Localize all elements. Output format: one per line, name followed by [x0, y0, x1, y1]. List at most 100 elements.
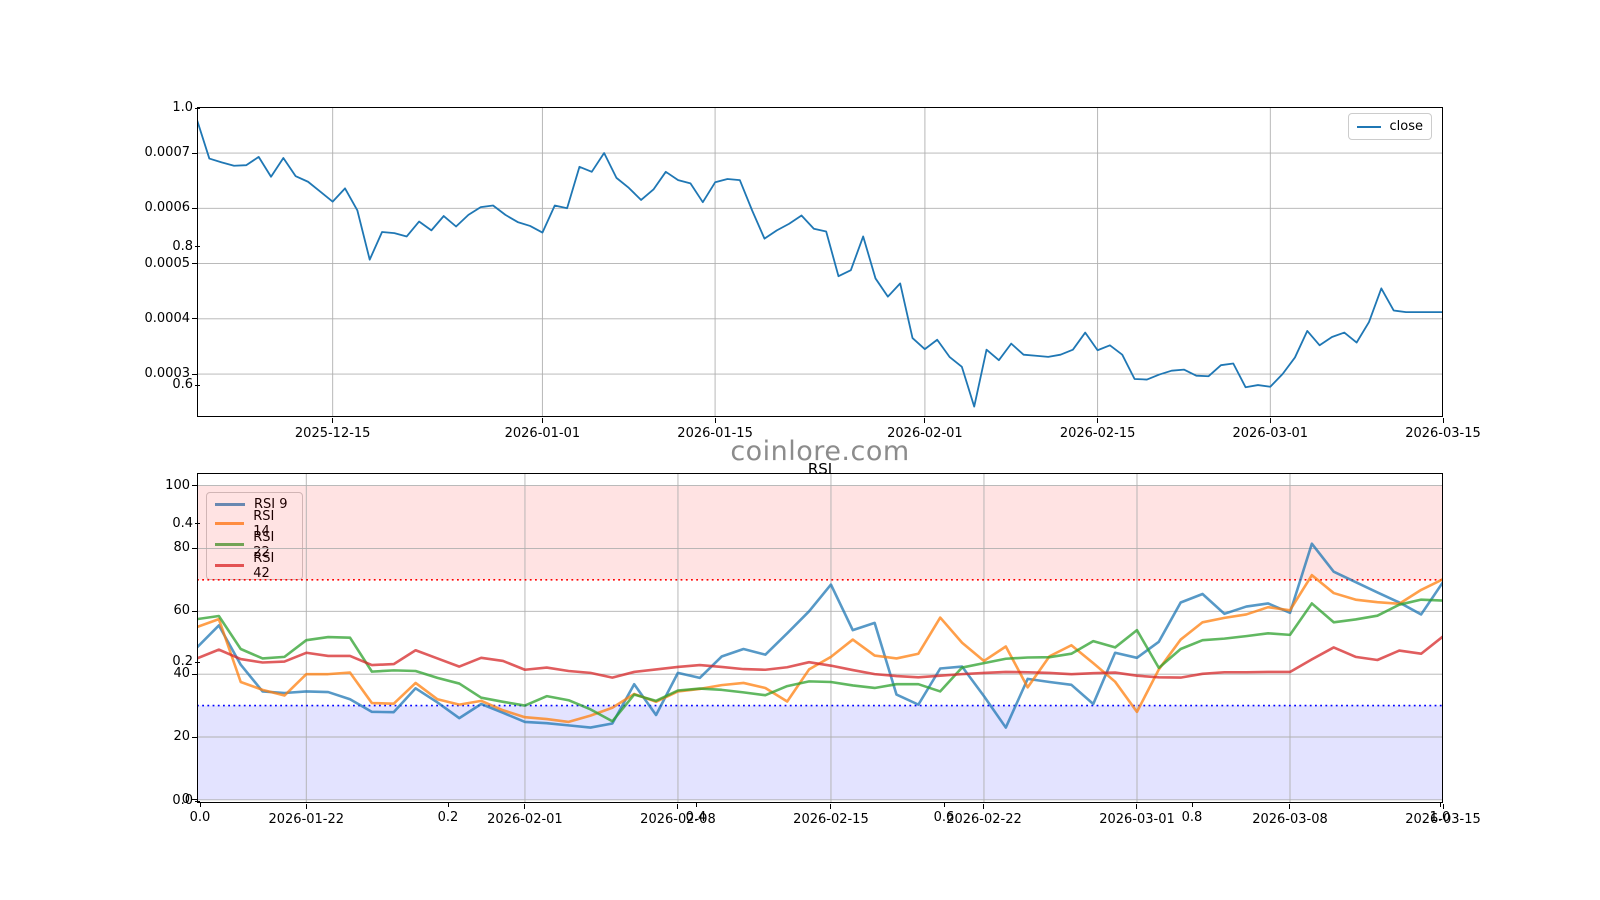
legend-close: close: [1348, 113, 1432, 140]
y-tick: [192, 152, 197, 154]
x-tick: [305, 804, 307, 809]
x-tick: [524, 804, 526, 809]
overlay-y-tick: [195, 246, 200, 248]
x-tick-label: 2026-02-01: [487, 812, 563, 827]
x-tick: [1097, 418, 1099, 423]
legend-item-rsi-42: RSI 42: [215, 551, 294, 581]
x-tick: [1289, 804, 1291, 809]
x-tick-label: 2026-02-15: [793, 812, 869, 827]
overlay-y-tick-label: 0.6: [172, 377, 193, 393]
rsi-42-line-sample: [215, 564, 245, 567]
y-tick: [192, 373, 197, 375]
y-tick-label: 20: [173, 729, 190, 744]
rsi-plot-area: [197, 473, 1443, 803]
rsi-band: [197, 705, 1443, 800]
rsi-9-line: [197, 542, 1443, 729]
overlay-x-tick: [1439, 802, 1441, 807]
legend-item-rsi-14: RSI 14: [215, 509, 294, 539]
legend-label: RSI 42: [253, 550, 275, 581]
legend-label: RSI 9: [254, 497, 288, 512]
y-tick-label: 0: [181, 791, 190, 807]
rsi-42-line: [197, 635, 1443, 679]
x-tick: [1442, 418, 1444, 423]
price-plot-area: [197, 107, 1443, 417]
overlay-x-tick-label: 0.0: [189, 810, 211, 825]
x-tick: [983, 804, 985, 809]
price-frame: [197, 107, 1443, 417]
x-tick-label: 2026-01-15: [677, 426, 753, 441]
legend-rsi: RSI 9 RSI 14 RSI 22 RSI 42: [206, 492, 303, 581]
x-tick-label: 2026-02-01: [887, 426, 963, 441]
overlay-x-tick-label: 0.6: [933, 810, 955, 825]
overlay-y-tick: [195, 384, 200, 386]
x-tick-label: 2026-03-15: [1405, 812, 1481, 827]
rsi-14-line-sample: [215, 522, 245, 525]
overlay-y-tick-label: 0.2: [172, 654, 193, 670]
x-tick-label: 2026-01-01: [504, 426, 581, 441]
x-tick-label: 2026-02-22: [946, 812, 1022, 827]
x-tick-label: 2025-12-15: [294, 426, 371, 441]
x-tick-label: 2026-01-22: [268, 812, 345, 827]
overlay-x-tick: [447, 802, 449, 807]
x-tick-label: 2026-03-15: [1405, 426, 1481, 441]
y-tick-label: 0.0003: [144, 366, 191, 382]
overlay-x-tick: [695, 802, 697, 807]
overlay-y-tick: [195, 107, 200, 109]
legend-label-close: close: [1389, 119, 1423, 134]
legend-item-close: close: [1357, 117, 1423, 136]
overlay-y-tick: [195, 661, 200, 663]
overlay-x-tick-label: 1.0: [1429, 810, 1451, 825]
rsi-22-line-sample: [215, 543, 245, 546]
x-tick-label: 2026-02-15: [1059, 426, 1136, 441]
x-tick: [1136, 804, 1138, 809]
x-tick: [1269, 418, 1271, 423]
x-tick: [332, 418, 334, 423]
y-tick-label: 0.0004: [144, 310, 191, 326]
overlay-y-tick-label: 0.4: [172, 515, 193, 531]
x-tick: [1442, 804, 1444, 809]
y-tick: [192, 799, 197, 801]
overlay-y-tick-label: 0.0: [172, 793, 193, 808]
y-tick-label: 0.0007: [144, 145, 191, 161]
y-tick-label: 60: [173, 603, 190, 619]
rsi-22-line: [197, 598, 1443, 723]
y-tick: [192, 263, 197, 265]
y-tick: [192, 318, 197, 320]
x-tick: [677, 804, 679, 809]
overlay-y-tick-label: 0.8: [172, 238, 193, 254]
legend-label: RSI 14: [253, 508, 275, 539]
rsi-band: [197, 485, 1443, 580]
overlay-x-tick: [199, 802, 201, 807]
overlay-y-tick-label: 1.0: [172, 100, 193, 115]
y-tick-label: 40: [173, 666, 190, 682]
close-line: [197, 118, 1443, 408]
x-tick-label: 2026-02-08: [640, 812, 716, 827]
x-tick: [830, 804, 832, 809]
y-tick: [192, 485, 197, 487]
overlay-x-tick-label: 0.8: [1181, 810, 1203, 825]
y-tick-label: 100: [165, 477, 190, 493]
y-tick: [192, 547, 197, 549]
y-tick: [192, 673, 197, 675]
y-tick-label: 0.0005: [144, 255, 191, 271]
y-tick: [192, 736, 197, 738]
legend-item-rsi-9: RSI 9: [215, 496, 294, 513]
y-tick-label: 0.0006: [144, 200, 191, 216]
x-tick: [714, 418, 716, 423]
close-line-sample: [1357, 125, 1381, 128]
y-tick: [192, 610, 197, 612]
overlay-y-tick: [195, 800, 200, 802]
x-tick: [541, 418, 543, 423]
x-tick-label: 2026-03-08: [1252, 812, 1328, 827]
y-tick: [192, 207, 197, 209]
x-tick-label: 2026-03-01: [1099, 812, 1175, 827]
y-tick-label: 80: [173, 540, 190, 556]
watermark: coinlore.com: [730, 436, 910, 467]
overlay-x-tick-label: 0.4: [685, 810, 707, 825]
overlay-y-tick: [195, 523, 200, 525]
overlay-x-tick: [943, 802, 945, 807]
rsi-frame: [197, 473, 1443, 803]
rsi-9-line-sample: [215, 503, 245, 506]
x-tick: [924, 418, 926, 423]
